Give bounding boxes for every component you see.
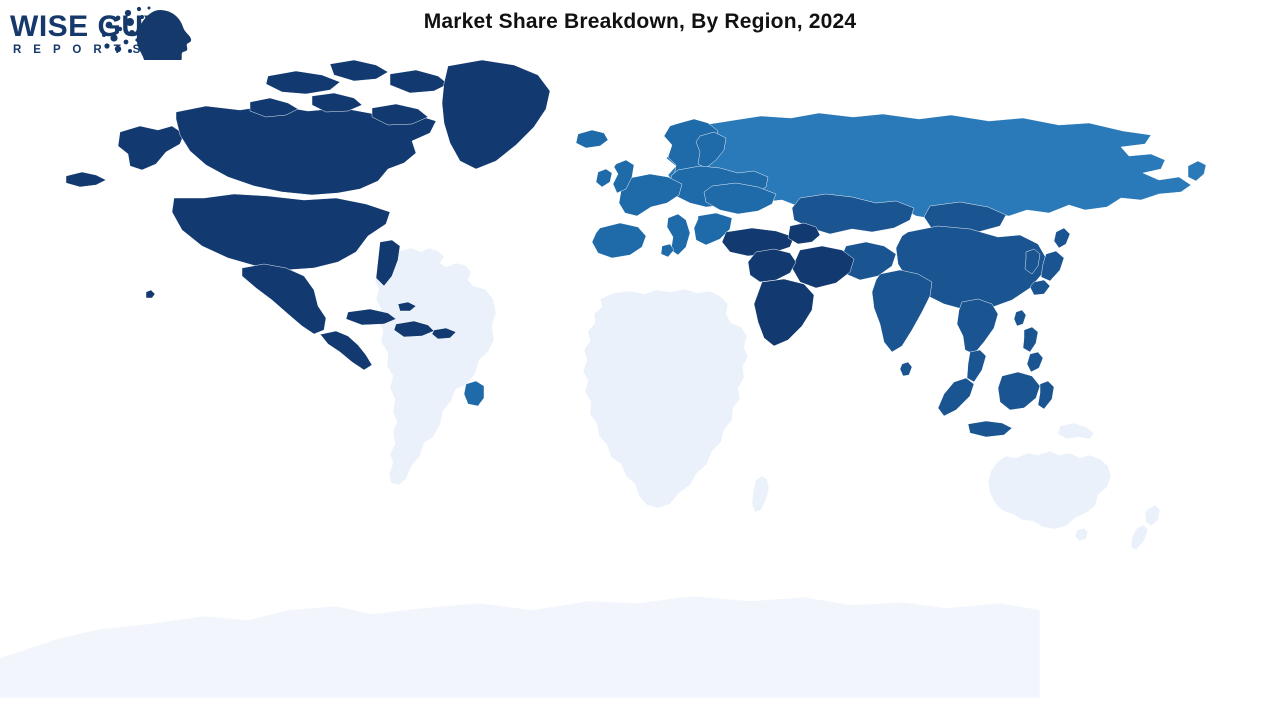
region-russia-cis[interactable] [666,113,1206,219]
logo-wordmark: WISE GUY R E P O R T S [10,10,164,56]
region-french-guiana[interactable] [464,381,484,406]
region-asia-pacific[interactable] [792,194,1070,437]
region-middle-east[interactable] [722,223,854,346]
page-title: Market Share Breakdown, By Region, 2024 [423,10,857,33]
region-north-america[interactable] [66,60,550,370]
region-europe[interactable] [576,119,776,258]
wise-guy-reports-logo[interactable]: WISE GUY R E P O R T S [8,4,198,60]
head-neural-network-icon [102,6,192,60]
world-map[interactable] [0,46,1280,720]
region-antarctica [0,596,1040,698]
